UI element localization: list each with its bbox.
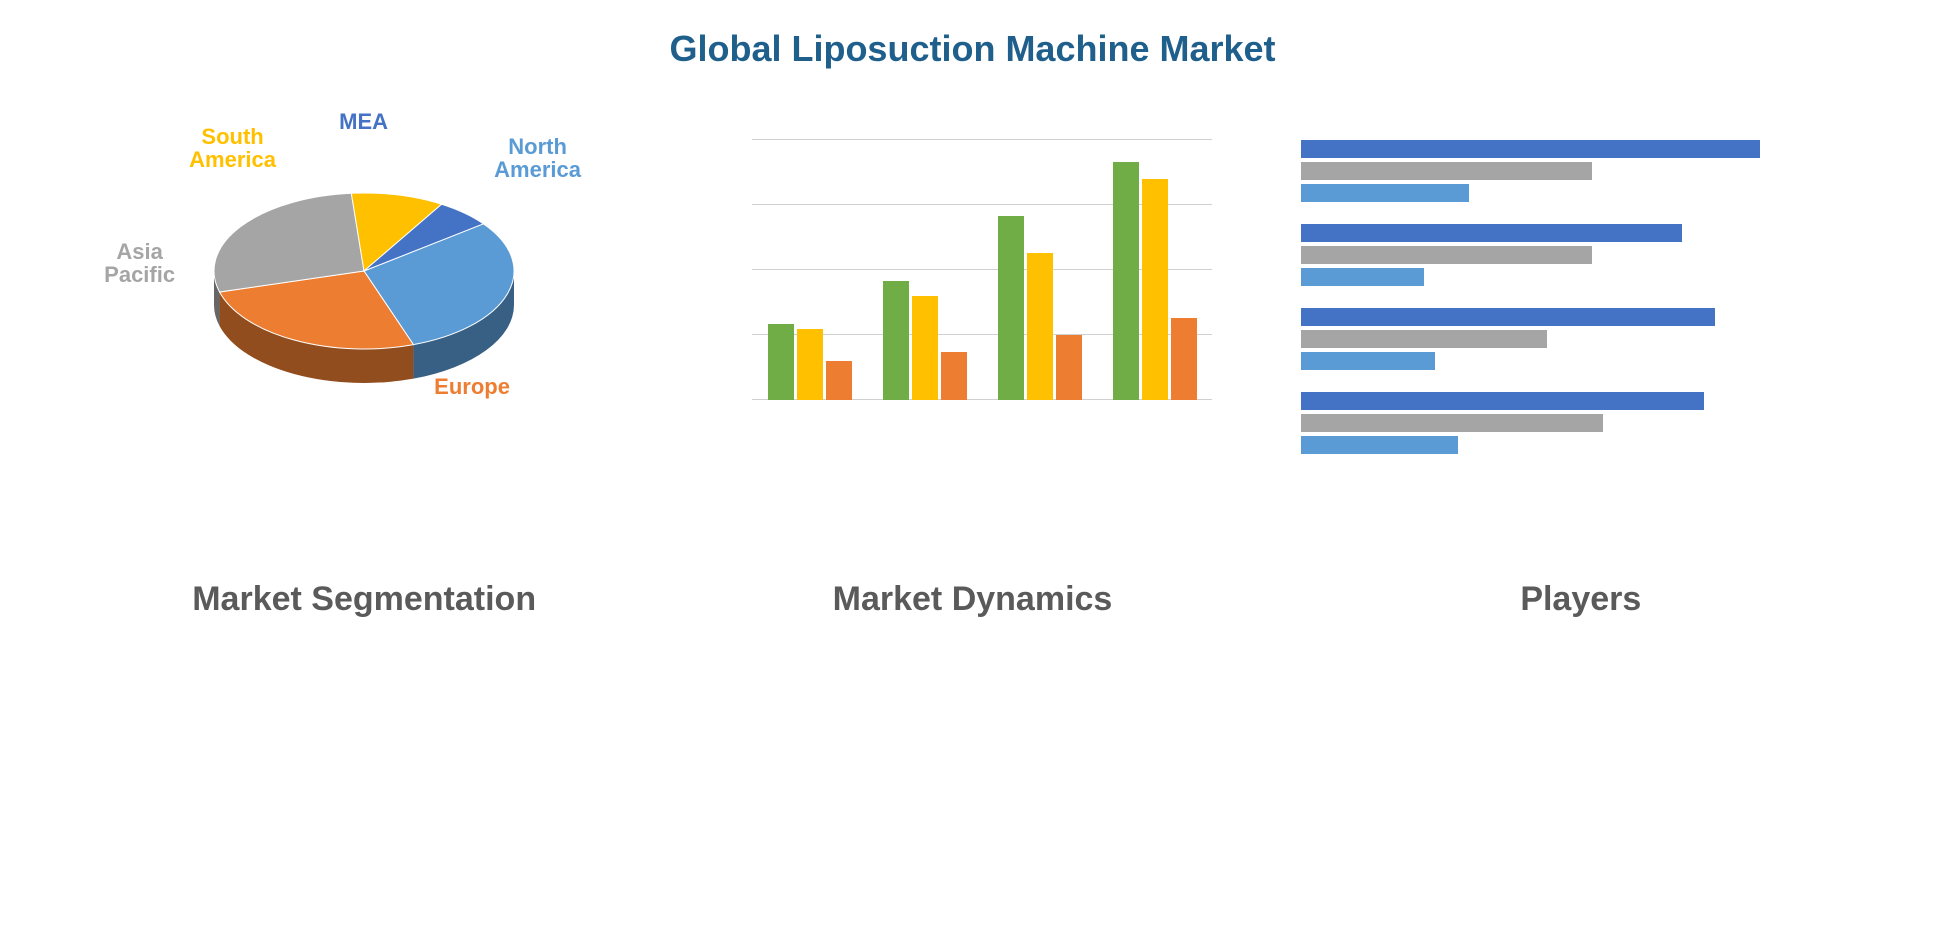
bar-group	[998, 216, 1082, 400]
hbar	[1301, 140, 1760, 158]
hbar	[1301, 224, 1682, 242]
bar-panel	[668, 130, 1276, 430]
hbar-group	[1301, 140, 1861, 202]
bar	[1142, 179, 1168, 400]
bar	[1027, 253, 1053, 400]
hbar	[1301, 184, 1469, 202]
bar	[768, 324, 794, 400]
hbar	[1301, 162, 1592, 180]
hbar-group	[1301, 392, 1861, 454]
hbar-group	[1301, 308, 1861, 370]
pie-label: MEA	[339, 110, 388, 133]
pie-label: SouthAmerica	[189, 125, 276, 171]
subtitles-row: Market Segmentation Market Dynamics Play…	[0, 580, 1945, 619]
bar	[912, 296, 938, 400]
hbar	[1301, 352, 1435, 370]
pie-panel: NorthAmericaEuropeAsiaPacificSouthAmeric…	[60, 130, 668, 420]
charts-row: NorthAmericaEuropeAsiaPacificSouthAmeric…	[0, 130, 1945, 440]
pie-label: AsiaPacific	[104, 240, 175, 286]
subtitle-dynamics: Market Dynamics	[668, 580, 1276, 619]
bar	[797, 329, 823, 401]
bar	[1171, 318, 1197, 400]
hbar-panel	[1277, 130, 1885, 440]
page-title: Global Liposuction Machine Market	[0, 0, 1945, 70]
hbar	[1301, 436, 1458, 454]
hbar	[1301, 414, 1603, 432]
bar	[998, 216, 1024, 400]
bar	[941, 352, 967, 400]
pie-chart: NorthAmericaEuropeAsiaPacificSouthAmeric…	[134, 130, 594, 420]
subtitle-segmentation: Market Segmentation	[60, 580, 668, 619]
hbar	[1301, 268, 1424, 286]
grid-line	[752, 139, 1212, 140]
hbar	[1301, 308, 1715, 326]
pie-label: NorthAmerica	[494, 135, 581, 181]
bar	[1056, 335, 1082, 400]
hbar-chart	[1301, 130, 1861, 440]
bar-group	[768, 324, 852, 400]
hbar	[1301, 392, 1704, 410]
hbar	[1301, 330, 1547, 348]
bar-group	[1113, 162, 1197, 400]
subtitle-players: Players	[1277, 580, 1885, 619]
pie-label: Europe	[434, 375, 510, 398]
bar-group	[883, 281, 967, 400]
bar-chart	[712, 130, 1232, 430]
hbar-group	[1301, 224, 1861, 286]
bar	[1113, 162, 1139, 400]
bar	[883, 281, 909, 400]
bar	[826, 361, 852, 400]
hbar	[1301, 246, 1592, 264]
